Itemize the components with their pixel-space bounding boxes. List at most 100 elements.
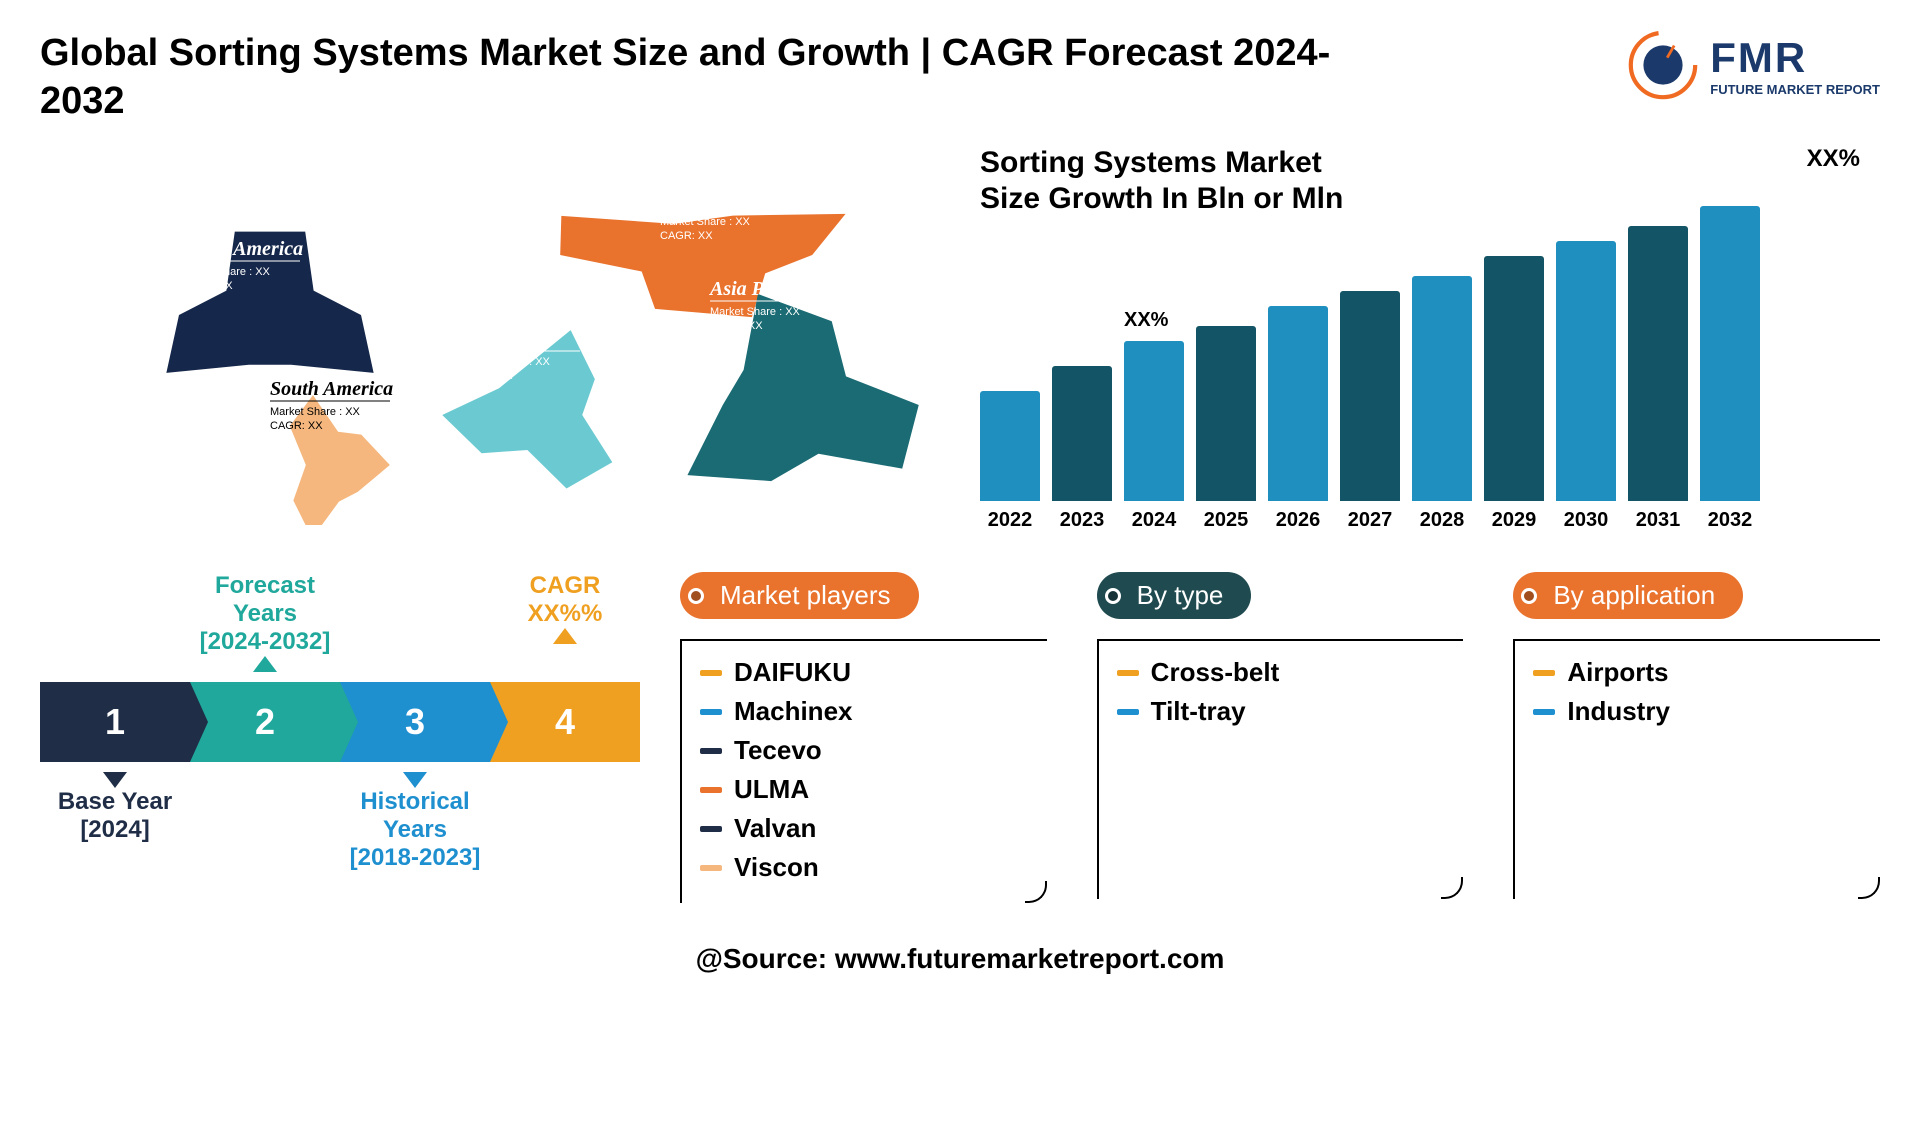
svg-text:Market Share : XX: Market Share : XX xyxy=(460,356,551,368)
logo: FMR FUTURE MARKET REPORT xyxy=(1628,30,1880,100)
list-item-label: Tilt-tray xyxy=(1151,696,1246,727)
list-item: Industry xyxy=(1533,696,1868,727)
bullet-icon xyxy=(700,787,722,793)
timeline: Forecast Years[2024-2032] CAGRXX%% 1234 B… xyxy=(40,572,640,872)
svg-text:North America: North America xyxy=(179,238,303,260)
list-item: ULMA xyxy=(700,774,1035,805)
bar-year-label: 2025 xyxy=(1204,509,1249,532)
bar-year-label: 2026 xyxy=(1276,509,1321,532)
bar: 2030 xyxy=(1556,241,1616,532)
bullet-icon xyxy=(700,709,722,715)
pill-text: By application xyxy=(1553,580,1715,611)
growth-chart: Sorting Systems Market Size Growth In Bl… xyxy=(980,145,1880,532)
pill-text: By type xyxy=(1137,580,1224,611)
bar-year-label: 2030 xyxy=(1564,509,1609,532)
timeline-label: Base Year[2024] xyxy=(40,768,190,872)
svg-text:CAGR: XX: CAGR: XX xyxy=(660,230,713,242)
svg-text:CAGR: XX: CAGR: XX xyxy=(180,280,233,292)
list-item-label: DAIFUKU xyxy=(734,657,851,688)
list-item: Cross-belt xyxy=(1117,657,1452,688)
bar-rect xyxy=(1484,256,1544,501)
bar-rect xyxy=(1700,206,1760,501)
timeline-label: Forecast Years[2024-2032] xyxy=(190,572,340,676)
logo-icon xyxy=(1628,30,1698,100)
list-item: Machinex xyxy=(700,696,1035,727)
info-list: Airports Industry xyxy=(1513,639,1880,899)
logo-text-main: FMR xyxy=(1710,34,1880,82)
chart-title: Sorting Systems Market Size Growth In Bl… xyxy=(980,145,1360,217)
info-pill: Market players xyxy=(680,572,919,619)
bar: 2027 xyxy=(1340,291,1400,532)
bar: 2025 xyxy=(1196,326,1256,532)
source-text: @Source: www.futuremarketreport.com xyxy=(40,943,1880,975)
timeline-label: Historical Years[2018-2023] xyxy=(340,768,490,872)
timeline-step: 3 xyxy=(340,682,490,762)
bar-rect xyxy=(1556,241,1616,501)
list-item-label: Airports xyxy=(1567,657,1668,688)
bar-year-label: 2027 xyxy=(1348,509,1393,532)
bar-rect xyxy=(1268,306,1328,501)
info-column: Market players DAIFUKU Machinex Tecevo ULMA V… xyxy=(680,572,1047,903)
world-map: North AmericaMarket Share : XXCAGR: XXSo… xyxy=(40,145,940,525)
svg-text:Europe: Europe xyxy=(659,188,721,210)
map-svg: North AmericaMarket Share : XXCAGR: XXSo… xyxy=(40,145,940,525)
list-item-label: Industry xyxy=(1567,696,1670,727)
timeline-step: 2 xyxy=(190,682,340,762)
svg-text:Asia Pacific: Asia Pacific xyxy=(708,278,810,300)
bullet-icon xyxy=(1117,670,1139,676)
bar-year-label: 2024 xyxy=(1132,509,1177,532)
bar: 2029 xyxy=(1484,256,1544,532)
bar-year-label: 2029 xyxy=(1492,509,1537,532)
bar-year-label: 2022 xyxy=(988,509,1033,532)
bar: 2022 xyxy=(980,391,1040,532)
bullet-icon xyxy=(700,826,722,832)
bar-rect xyxy=(1196,326,1256,501)
page-title: Global Sorting Systems Market Size and G… xyxy=(40,30,1340,125)
bar-year-label: 2032 xyxy=(1708,509,1753,532)
timeline-step: 1 xyxy=(40,682,190,762)
bar-rect xyxy=(1628,226,1688,501)
bar-rect xyxy=(1340,291,1400,501)
bar-rect xyxy=(1412,276,1472,501)
bullet-icon xyxy=(1533,709,1555,715)
svg-text:CAGR: XX: CAGR: XX xyxy=(460,370,513,382)
bar-rect xyxy=(1052,366,1112,501)
bar: 2028 xyxy=(1412,276,1472,532)
bullet-icon xyxy=(700,865,722,871)
chart-start-label: XX% xyxy=(1124,309,1168,332)
info-list: DAIFUKU Machinex Tecevo ULMA Valvan Viscon xyxy=(680,639,1047,903)
chart-end-label: XX% xyxy=(1807,145,1860,173)
bar-year-label: 2031 xyxy=(1636,509,1681,532)
logo-text-sub: FUTURE MARKET REPORT xyxy=(1710,82,1880,97)
svg-text:Market Share : XX: Market Share : XX xyxy=(710,306,801,318)
pill-text: Market players xyxy=(720,580,891,611)
svg-text:Market Share : XX: Market Share : XX xyxy=(270,406,361,418)
bullet-icon xyxy=(700,748,722,754)
list-item-label: Machinex xyxy=(734,696,853,727)
info-pill: By type xyxy=(1097,572,1252,619)
timeline-label: CAGRXX%% xyxy=(490,572,640,676)
pill-dot-icon xyxy=(1521,588,1537,604)
timeline-step: 4 xyxy=(490,682,640,762)
svg-text:CAGR: XX: CAGR: XX xyxy=(270,420,323,432)
info-column: By application Airports Industry xyxy=(1513,572,1880,903)
bar: 2031 xyxy=(1628,226,1688,532)
region-shape xyxy=(442,330,612,488)
info-list: Cross-belt Tilt-tray xyxy=(1097,639,1464,899)
svg-text:Market Share : XX: Market Share : XX xyxy=(660,216,751,228)
list-item: Airports xyxy=(1533,657,1868,688)
bar: 2026 xyxy=(1268,306,1328,532)
bullet-icon xyxy=(700,670,722,676)
bar-year-label: 2028 xyxy=(1420,509,1465,532)
list-item-label: Tecevo xyxy=(734,735,822,766)
list-item: Tilt-tray xyxy=(1117,696,1452,727)
list-item-label: Viscon xyxy=(734,852,819,883)
info-pill: By application xyxy=(1513,572,1743,619)
pill-dot-icon xyxy=(1105,588,1121,604)
svg-text:MEA: MEA xyxy=(459,328,504,350)
bullet-icon xyxy=(1533,670,1555,676)
list-item-label: Valvan xyxy=(734,813,816,844)
info-column: By type Cross-belt Tilt-tray xyxy=(1097,572,1464,903)
chart-bars: 2022 2023 2024 XX% 2025 2026 2027 2028 2029 2030 2… xyxy=(980,232,1880,532)
bar-year-label: 2023 xyxy=(1060,509,1105,532)
